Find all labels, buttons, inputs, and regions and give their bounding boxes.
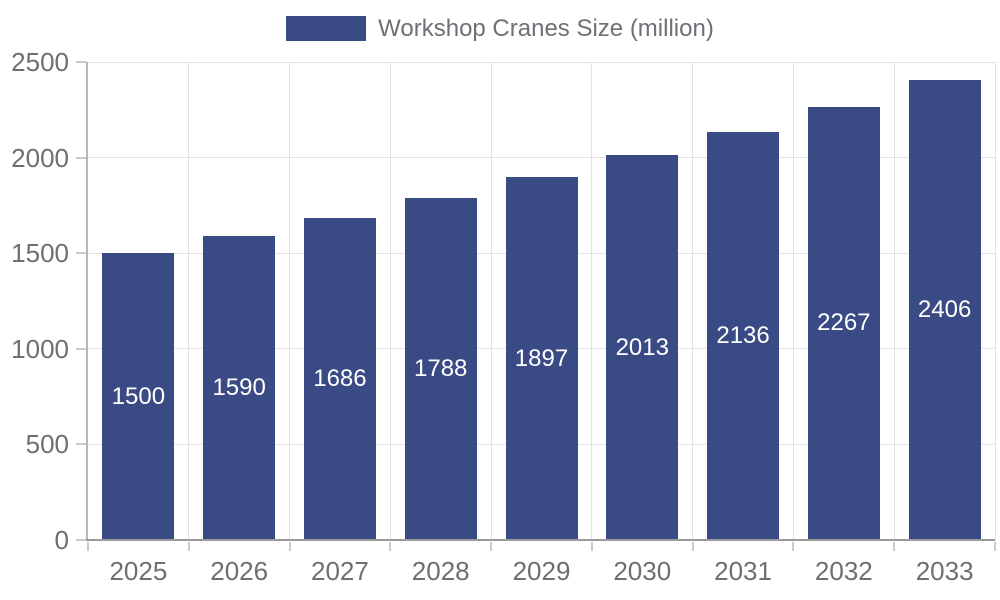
gridline-v — [994, 62, 996, 540]
x-tick — [187, 542, 190, 551]
x-tick — [590, 542, 593, 551]
gridline-v — [591, 62, 593, 540]
bar: 2406 — [908, 79, 981, 540]
y-tick-label: 2000 — [11, 142, 69, 173]
bar: 1686 — [303, 217, 376, 540]
bar-value-label: 2013 — [615, 333, 669, 361]
bar-value-label: 1590 — [212, 374, 266, 401]
bar-value-label: 1686 — [313, 364, 367, 392]
plot-area: 1500 1590 1686 1788 1897 2013 2136 2267 2406 — [76, 61, 996, 551]
y-tick-label: 0 — [54, 525, 69, 555]
x-tick-label: 2027 — [311, 556, 369, 586]
bar-value-label: 1788 — [414, 355, 468, 383]
x-tick-label: 2028 — [411, 556, 470, 586]
bar-value-label: 1500 — [111, 382, 166, 410]
x-tick — [87, 542, 89, 551]
gridline-v — [289, 62, 291, 540]
x-tick — [994, 542, 996, 551]
bar-value-label: 2267 — [817, 309, 871, 337]
gridline-v — [893, 62, 895, 540]
legend-label: Workshop Cranes Size (million) — [378, 15, 714, 42]
y-tick-label: 1500 — [11, 238, 69, 269]
x-tick — [490, 542, 493, 551]
x-tick — [792, 542, 795, 551]
gridline-h — [88, 157, 995, 159]
y-tick — [76, 539, 86, 541]
bar: 1788 — [404, 198, 477, 540]
y-tick-label: 1000 — [11, 333, 69, 364]
gridline-v — [792, 62, 794, 540]
x-axis-line — [86, 539, 995, 541]
x-tick-label: 2025 — [109, 556, 168, 586]
x-tick-label: 2032 — [814, 556, 873, 586]
bar: 2136 — [707, 131, 780, 540]
y-tick — [76, 443, 86, 446]
y-tick — [76, 347, 86, 350]
legend-swatch — [286, 16, 367, 41]
x-tick-label: 2033 — [915, 556, 974, 586]
bar-value-label: 2136 — [716, 321, 770, 349]
bar: 1897 — [505, 177, 578, 540]
gridline-v — [692, 62, 694, 540]
gridline-v — [188, 62, 190, 540]
y-tick — [76, 156, 86, 159]
bar: 2267 — [807, 106, 880, 540]
bar-value-label: 1897 — [514, 344, 569, 372]
legend[interactable]: Workshop Cranes Size (million) — [0, 16, 1000, 41]
bar: 2013 — [606, 155, 679, 540]
gridline-v — [389, 62, 391, 540]
bar: 1500 — [102, 253, 175, 540]
y-tick-label: 500 — [25, 429, 69, 460]
x-tick-label: 2030 — [613, 556, 672, 586]
y-tick-label: 2500 — [11, 47, 69, 77]
bar: 1590 — [203, 236, 276, 540]
x-tick-label: 2031 — [714, 556, 772, 586]
x-tick — [691, 542, 694, 551]
x-tick — [389, 542, 392, 551]
y-tick — [76, 61, 86, 63]
gridline-h — [88, 61, 995, 63]
y-axis-line — [86, 62, 88, 540]
x-tick-label: 2026 — [210, 556, 269, 586]
bar-value-label: 2406 — [917, 295, 972, 323]
x-tick — [288, 542, 291, 551]
y-tick — [76, 252, 86, 255]
x-tick-label: 2029 — [512, 556, 571, 586]
gridline-v — [490, 62, 492, 540]
x-tick — [893, 542, 896, 551]
